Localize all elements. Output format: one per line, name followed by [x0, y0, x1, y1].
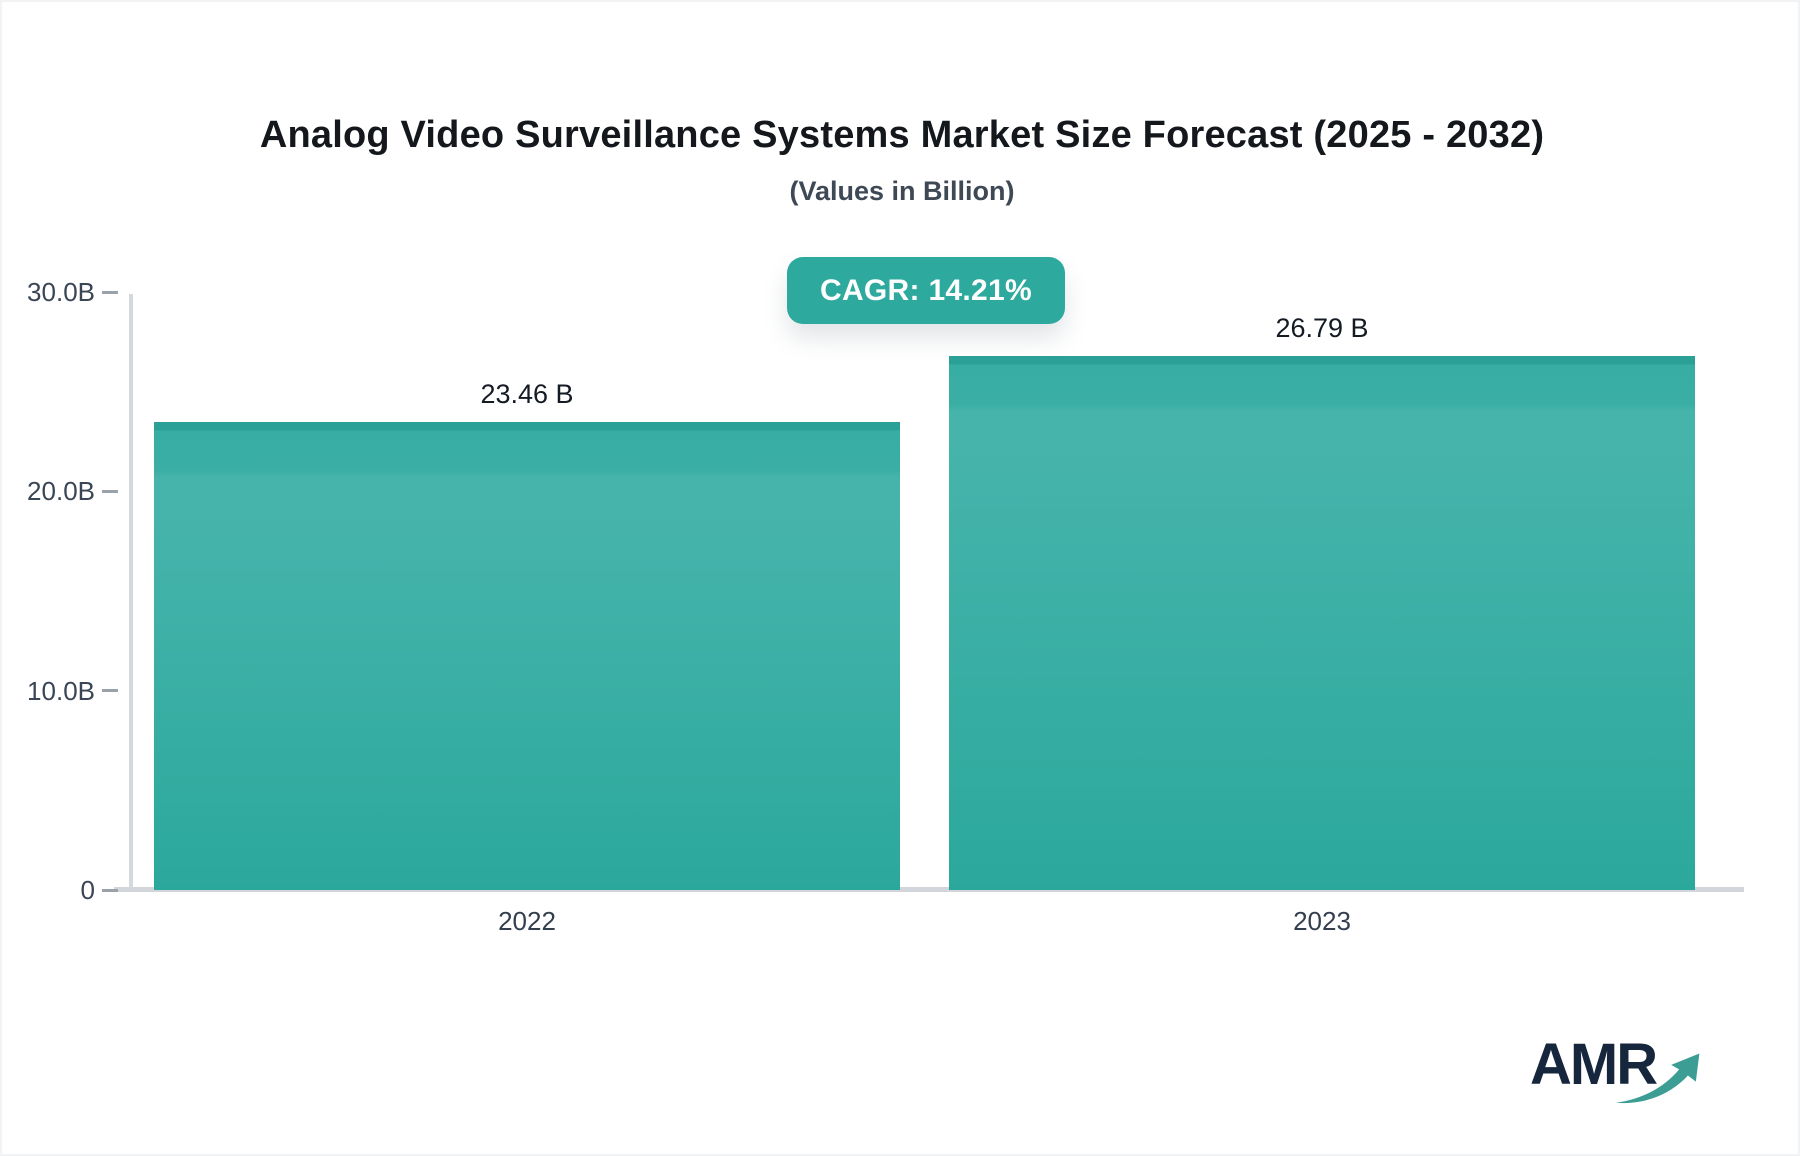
bar-2023 — [949, 355, 1695, 890]
chart-subtitle: (Values in Billion) — [789, 176, 1015, 206]
cagr-badge: CAGR: 14.21% — [787, 257, 1065, 324]
bar-value-label: 26.79 B — [1275, 312, 1369, 343]
x-axis-label: 2022 — [498, 906, 556, 936]
amr-logo: AMR — [1530, 1034, 1730, 1124]
y-tick-label: 0 — [80, 875, 95, 905]
chart-title: Analog Video Surveillance Systems Market… — [259, 114, 1545, 156]
y-tick-dash — [102, 689, 118, 693]
y-tick-dash — [102, 888, 118, 892]
y-tick-dash — [102, 489, 118, 493]
y-tick-label: 10.0B — [27, 675, 95, 706]
y-tick-dash — [102, 290, 118, 294]
y-tick-label: 20.0B — [27, 476, 95, 507]
y-axis-line — [129, 294, 133, 890]
y-tick-label: 30.0B — [27, 277, 95, 307]
bar-2022 — [154, 422, 900, 890]
cagr-badge-label: CAGR: 14.21% — [819, 273, 1032, 307]
growth-arrow-icon — [1615, 1053, 1700, 1104]
x-axis-line — [114, 887, 1744, 892]
x-axis-label: 2023 — [1293, 906, 1351, 936]
bar-value-label: 23.46 B — [480, 379, 574, 410]
amr-logo-text: AMR — [1530, 1032, 1658, 1097]
